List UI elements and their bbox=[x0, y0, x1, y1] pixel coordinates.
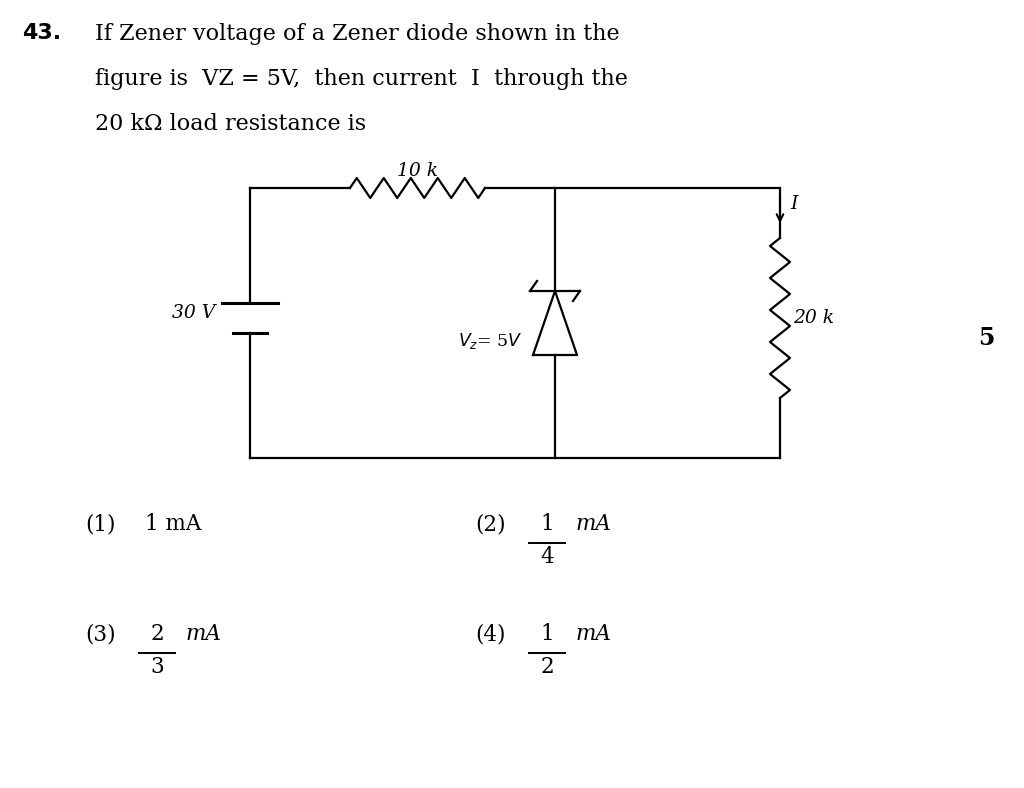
Text: 5: 5 bbox=[979, 326, 995, 350]
Text: figure is  VZ = 5V,  then current  I  through the: figure is VZ = 5V, then current I throug… bbox=[95, 68, 628, 90]
Text: 20 kΩ load resistance is: 20 kΩ load resistance is bbox=[95, 113, 367, 135]
Text: 3: 3 bbox=[151, 656, 164, 678]
Text: (2): (2) bbox=[475, 513, 506, 535]
Text: 1: 1 bbox=[541, 623, 554, 645]
Text: If Zener voltage of a Zener diode shown in the: If Zener voltage of a Zener diode shown … bbox=[95, 23, 620, 45]
Text: 4: 4 bbox=[541, 546, 554, 568]
Text: 30 V: 30 V bbox=[172, 304, 215, 322]
Text: 2: 2 bbox=[540, 656, 554, 678]
Text: 1: 1 bbox=[541, 513, 554, 535]
Text: mA: mA bbox=[575, 623, 611, 645]
Text: mA: mA bbox=[185, 623, 221, 645]
Text: $V_z$= 5$V$: $V_z$= 5$V$ bbox=[458, 331, 523, 351]
Text: 10 k: 10 k bbox=[397, 162, 438, 180]
Text: 43.: 43. bbox=[22, 23, 61, 43]
Text: (1): (1) bbox=[85, 513, 116, 535]
Text: I: I bbox=[790, 195, 798, 213]
Text: 1 mA: 1 mA bbox=[145, 513, 202, 535]
Text: 20 k: 20 k bbox=[793, 309, 835, 327]
Text: (4): (4) bbox=[475, 623, 506, 645]
Text: 2: 2 bbox=[151, 623, 164, 645]
Text: mA: mA bbox=[575, 513, 611, 535]
Text: (3): (3) bbox=[85, 623, 116, 645]
